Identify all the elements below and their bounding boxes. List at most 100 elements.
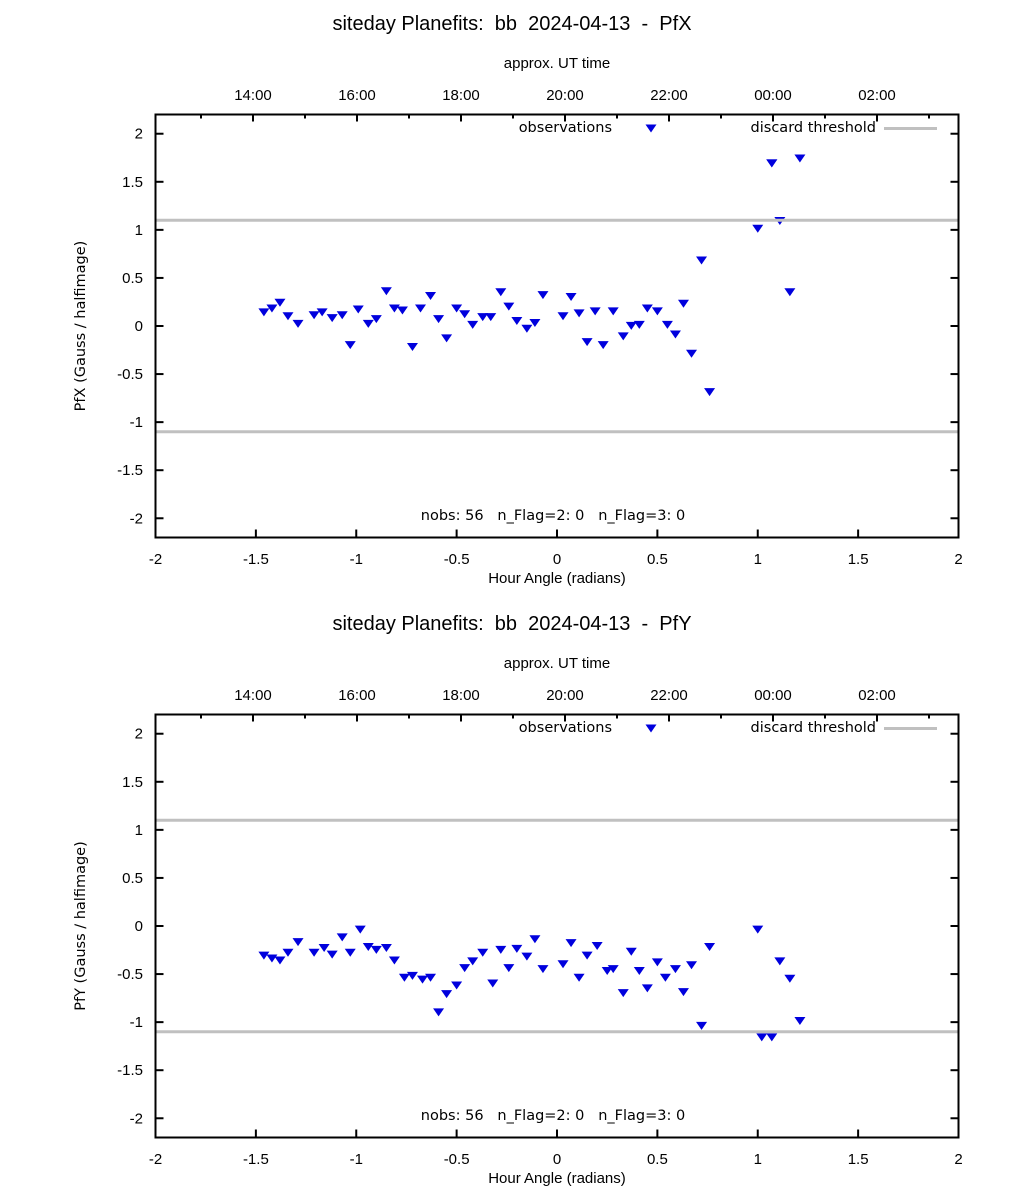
data-point-marker xyxy=(573,973,585,982)
y-tick-label: -2 xyxy=(130,1110,143,1127)
data-point-marker xyxy=(459,310,471,319)
time-tick-label: 14:00 xyxy=(234,87,272,104)
pfy-plot: 2 1.5 1 0.5 0 -0.5 -1 -1.5 -2 -2 -1.5 -1 -0.5 0 0.5 1 1.… xyxy=(117,687,963,1168)
time-tick-label: 18:00 xyxy=(442,687,480,704)
data-point-marker xyxy=(459,964,471,973)
y-tick-label: 2 xyxy=(135,126,143,143)
x-tick-label: 0 xyxy=(553,1151,561,1168)
data-point-marker xyxy=(503,302,515,311)
data-point-marker xyxy=(485,313,497,322)
data-point-marker xyxy=(292,319,304,328)
time-tick-label: 22:00 xyxy=(650,687,688,704)
data-point-marker xyxy=(686,349,698,358)
data-point-marker xyxy=(396,306,408,315)
legend-threshold-label: discard threshold xyxy=(750,720,876,736)
data-point-marker xyxy=(521,324,533,333)
data-point-marker xyxy=(292,938,304,947)
pfx-plot: 2 1.5 1 0.5 0 -0.5 -1 -1.5 -2 -2 -1.5 -1 -0.5 0 0.5 1 1.… xyxy=(117,87,963,568)
y-tick-label: -1 xyxy=(130,1014,143,1031)
x-tick-label: -1.5 xyxy=(243,551,269,568)
data-point-marker xyxy=(756,1033,768,1042)
data-point-marker xyxy=(677,988,689,997)
data-point-marker xyxy=(784,974,796,983)
x-axis-label: Hour Angle (radians) xyxy=(488,570,626,587)
y-tick-label: 0.5 xyxy=(122,870,143,887)
ut-time-axis-label: approx. UT time xyxy=(503,655,611,672)
stats-text: nobs: 56 n_Flag=2: 0 n_Flag=3: 0 xyxy=(420,508,686,524)
x-tick-label: 2 xyxy=(954,1151,962,1168)
data-point-marker xyxy=(451,304,463,313)
y-tick-label: -1.5 xyxy=(117,462,143,479)
legend-threshold-label: discard threshold xyxy=(750,120,876,136)
data-point-marker xyxy=(362,319,374,328)
data-point-marker xyxy=(308,311,320,320)
data-point-marker xyxy=(441,990,453,999)
x-tick-label: -1 xyxy=(350,551,363,568)
y-tick-label: 0 xyxy=(135,318,143,335)
data-point-marker xyxy=(503,964,515,973)
data-point-marker xyxy=(625,321,637,330)
data-point-marker xyxy=(282,312,294,321)
data-point-marker xyxy=(425,292,437,301)
data-point-marker xyxy=(414,304,426,313)
data-point-marker xyxy=(752,224,764,233)
data-point-marker xyxy=(784,288,796,297)
data-point-marker xyxy=(752,925,764,934)
x-tick-label: 2 xyxy=(954,551,962,568)
data-point-marker xyxy=(696,1021,708,1030)
data-point-marker xyxy=(511,944,523,953)
data-point-marker xyxy=(521,952,533,961)
data-point-marker xyxy=(659,973,671,982)
data-point-marker xyxy=(601,967,613,976)
data-point-marker xyxy=(696,256,708,265)
data-point-marker xyxy=(344,948,356,957)
x-tick-label: 0.5 xyxy=(647,551,668,568)
data-point-marker xyxy=(316,308,328,317)
y-tick-label: -0.5 xyxy=(117,366,143,383)
observation-triangle-icon xyxy=(645,724,657,733)
data-point-marker xyxy=(669,330,681,339)
data-point-marker xyxy=(669,965,681,974)
data-point-marker xyxy=(641,304,653,313)
data-point-marker xyxy=(398,973,410,982)
data-point-marker xyxy=(633,967,645,976)
data-point-marker xyxy=(565,939,577,948)
data-point-marker xyxy=(274,956,286,965)
data-point-marker xyxy=(766,1033,778,1042)
data-point-marker xyxy=(282,948,294,957)
data-point-marker xyxy=(441,334,453,343)
data-point-marker xyxy=(589,307,601,316)
x-tick-label: 0 xyxy=(553,551,561,568)
time-tick-label: 02:00 xyxy=(858,87,896,104)
x-tick-label: -1 xyxy=(350,1151,363,1168)
time-tick-label: 00:00 xyxy=(754,687,792,704)
data-point-marker xyxy=(625,947,637,956)
data-point-marker xyxy=(380,287,392,296)
ut-time-axis-label: approx. UT time xyxy=(503,55,611,72)
y-tick-label: 0 xyxy=(135,918,143,935)
data-point-marker xyxy=(318,943,330,952)
data-point-marker xyxy=(557,960,569,969)
y-tick-label: 1.5 xyxy=(122,174,143,191)
data-point-marker xyxy=(326,314,338,323)
data-point-marker xyxy=(388,956,400,965)
y-tick-label: -1.5 xyxy=(117,1062,143,1079)
data-point-marker xyxy=(388,304,400,313)
y-tick-label: 2 xyxy=(135,726,143,743)
x-tick-label: 1.5 xyxy=(848,1151,869,1168)
x-tick-label: -0.5 xyxy=(444,551,470,568)
plot-border xyxy=(154,713,960,1139)
data-point-marker xyxy=(774,957,786,966)
data-point-marker xyxy=(794,154,806,163)
data-point-marker xyxy=(651,958,663,967)
data-point-marker xyxy=(651,307,663,316)
x-tick-label: -2 xyxy=(149,551,162,568)
data-point-marker xyxy=(344,341,356,350)
data-point-marker xyxy=(477,948,489,957)
time-tick-label: 22:00 xyxy=(650,87,688,104)
data-point-marker xyxy=(537,291,549,300)
y-tick-label: -0.5 xyxy=(117,966,143,983)
x-tick-label: 1 xyxy=(754,551,762,568)
data-point-marker xyxy=(537,965,549,974)
time-tick-label: 00:00 xyxy=(754,87,792,104)
